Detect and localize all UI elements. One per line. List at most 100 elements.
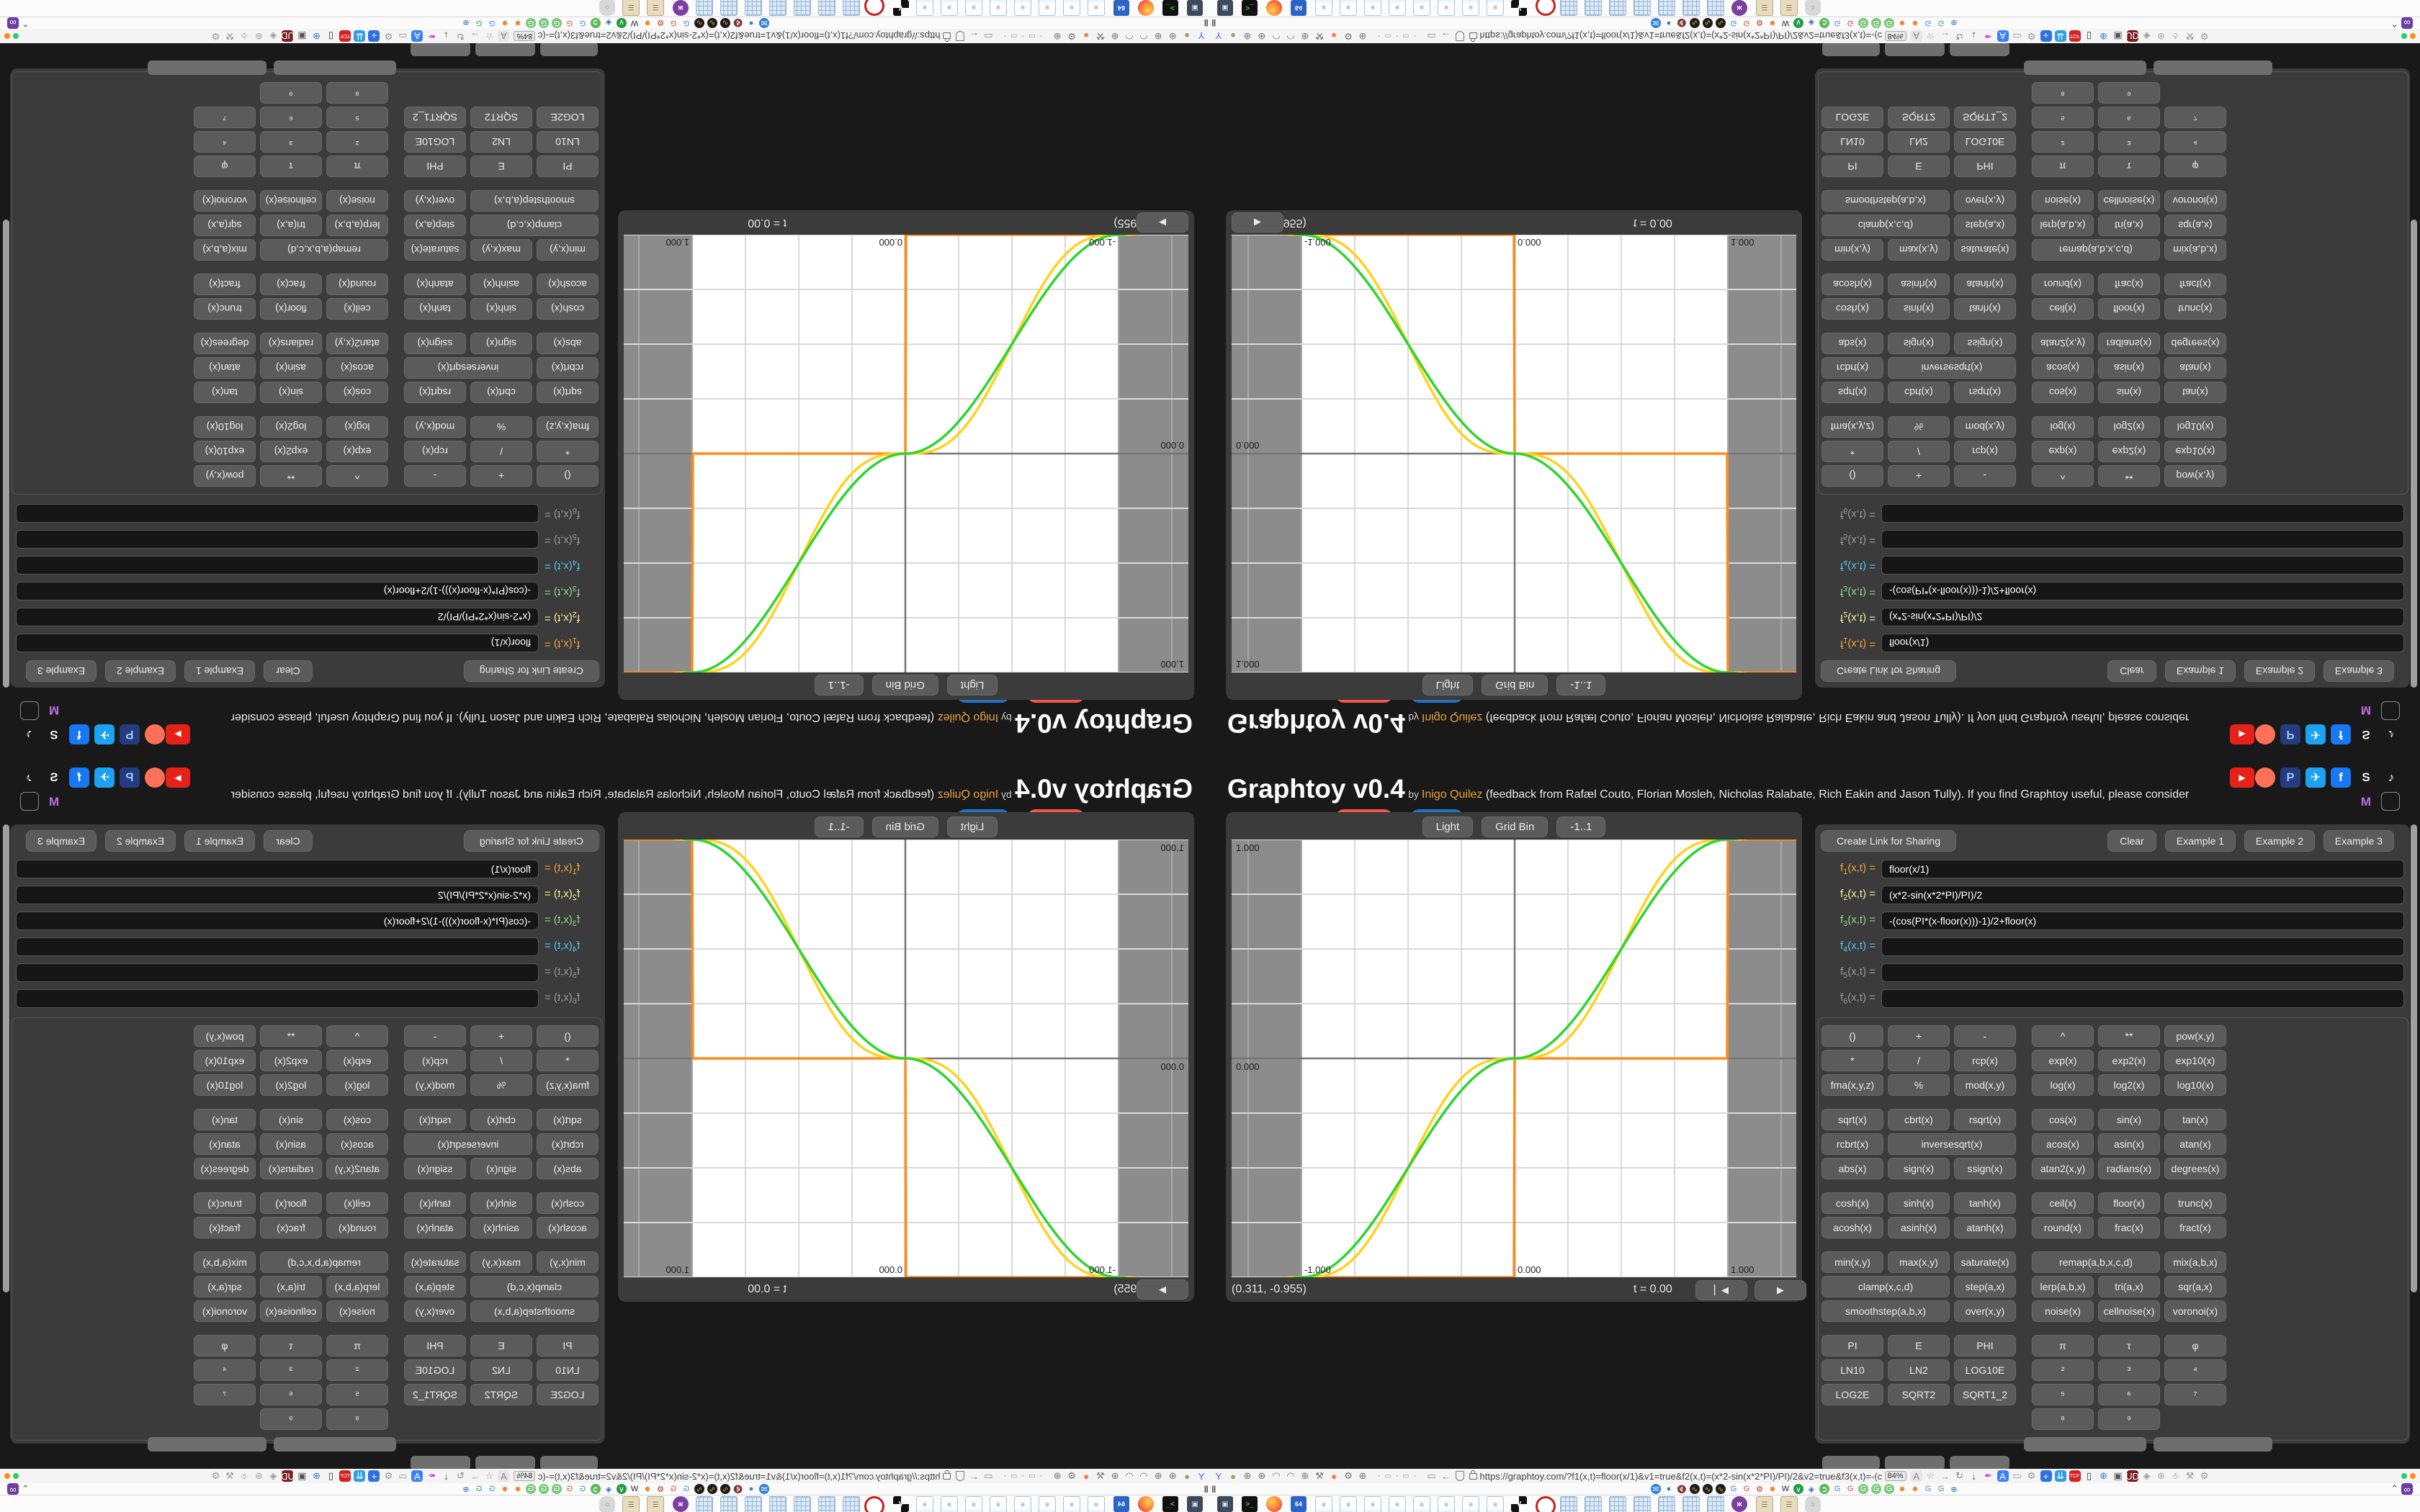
reload-icon[interactable]: ↻	[1955, 31, 1964, 42]
gear-orange-icon[interactable]: ✸	[501, 18, 508, 27]
reload-icon[interactable]: ↻	[456, 1470, 465, 1481]
fn-button--[interactable]: ⁸	[326, 1408, 388, 1430]
gear-gray-icon[interactable]: ⚙	[2027, 1470, 2036, 1481]
mail-blue-icon[interactable]: ✉	[1651, 18, 1661, 28]
formula-input-f6[interactable]	[1881, 504, 2404, 523]
fn-button-log2-x-[interactable]: log2(x)	[260, 1074, 322, 1096]
sync-blue-icon[interactable]: ⇊	[354, 1470, 366, 1482]
formula-input-f4[interactable]	[1881, 937, 2404, 956]
fn-button--[interactable]: ⁶	[260, 1384, 322, 1405]
archive-box-icon[interactable]: ▣	[297, 31, 307, 42]
taskbar-ghost-icon[interactable]: ⌂	[1805, 1496, 1821, 1512]
globe-icon[interactable]: ⊕	[1111, 1470, 1119, 1481]
fn-button-max-x-y-[interactable]: max(x,y)	[470, 239, 532, 261]
fn-button-fract-x-[interactable]: fract(x)	[2164, 1217, 2226, 1238]
taskbar-notepad-icon[interactable]: ≡	[1340, 1496, 1357, 1512]
back-arrow-icon[interactable]: ←	[969, 30, 979, 42]
patreon-icon[interactable]	[145, 724, 165, 744]
taskbar-calculator-icon[interactable]	[1585, 0, 1602, 16]
fn-button--[interactable]: ^	[2032, 465, 2094, 487]
taskbar-screens-icon[interactable]: ▣	[1217, 1496, 1233, 1512]
browser-tab[interactable]	[148, 60, 266, 75]
waveform-icon[interactable]: ∿	[1703, 1484, 1713, 1494]
download-icon[interactable]: ↓	[444, 30, 449, 42]
google-g-icon[interactable]: G	[579, 1485, 586, 1493]
fn-button-floor-x-[interactable]: floor(x)	[2098, 298, 2160, 320]
tab-indicator-icon[interactable]: ◦	[1039, 1472, 1042, 1480]
google-g-green-icon[interactable]: G	[1884, 1484, 1894, 1494]
taskbar-calculator-icon[interactable]	[1707, 1496, 1724, 1512]
fn-button--[interactable]: φ	[2164, 1335, 2226, 1356]
taskbar-calculator-icon[interactable]	[1658, 1496, 1675, 1512]
fn-button-rcbrt-x-[interactable]: rcbrt(x)	[1821, 357, 1883, 379]
taskbar-scroll-icon[interactable]: ☰	[1756, 0, 1773, 16]
fn-button--[interactable]: ²	[326, 1359, 388, 1381]
wrench-icon[interactable]: ⚒	[1096, 1470, 1105, 1481]
fn-button-e[interactable]: E	[1888, 156, 1950, 177]
fn-button-log-x-[interactable]: log(x)	[2032, 1074, 2094, 1096]
fn-button--[interactable]: ⁶	[2098, 107, 2160, 128]
fn-button-frac-x-[interactable]: frac(x)	[260, 1217, 322, 1238]
tcf-red-icon[interactable]: TCF	[339, 30, 351, 42]
fn-button-tanh-x-[interactable]: tanh(x)	[1954, 298, 2016, 320]
cube-blue-icon[interactable]: ◈	[605, 1485, 612, 1494]
shield-icon[interactable]	[1455, 1471, 1464, 1481]
taskbar-checkered-flag-icon[interactable]: V	[893, 0, 909, 16]
taskbar-notepad-icon[interactable]: ≡	[965, 1496, 982, 1512]
taskbar-screens-icon[interactable]: ▣	[1187, 0, 1203, 16]
fn-button-exp10-x-[interactable]: exp10(x)	[2164, 1050, 2226, 1071]
browser-tab[interactable]	[148, 1437, 266, 1452]
browser-tab[interactable]	[411, 1456, 470, 1470]
fn-button-smoothstep-a-b-x-[interactable]: smoothstep(a,b,x)	[470, 1300, 599, 1322]
fn-button-atanh-x-[interactable]: atanh(x)	[1954, 1217, 2016, 1238]
fn-button-cosh-x-[interactable]: cosh(x)	[1821, 1192, 1883, 1214]
fn-button-acos-x-[interactable]: acos(x)	[326, 1133, 388, 1155]
empty-box-icon[interactable]	[2381, 701, 2400, 720]
empty-box-icon[interactable]	[20, 792, 39, 811]
fn-button-sin-x-[interactable]: sin(x)	[260, 1109, 322, 1130]
gear-red-icon[interactable]: ⚙	[1756, 1485, 1763, 1494]
taskbar-calculator-icon[interactable]	[1609, 1496, 1626, 1512]
plot-canvas[interactable]: 1.000 0.000 -1.000 0.000 1.000	[1232, 234, 1796, 673]
google-g-icon[interactable]: G	[1937, 1485, 1945, 1493]
fn-button--[interactable]: ³	[260, 131, 322, 153]
formula-label-f2[interactable]: f2(x,t) =	[544, 610, 581, 624]
fn-button--[interactable]: ⁵	[326, 107, 388, 128]
fn-button-log-x-[interactable]: log(x)	[326, 416, 388, 438]
olive-circle-icon[interactable]: ●	[1230, 1470, 1236, 1482]
fn-button-asinh-x-[interactable]: asinh(x)	[470, 274, 532, 295]
taskbar-notepad-icon[interactable]: ≡	[990, 0, 1007, 16]
sun-orange-icon[interactable]: ✸	[644, 1485, 651, 1494]
author-link[interactable]: Inigo Quilez	[1421, 788, 1483, 801]
fn-button-rsqrt-x-[interactable]: rsqrt(x)	[404, 1109, 466, 1130]
wrench-icon[interactable]: ⚒	[1096, 31, 1105, 42]
archive-box-icon[interactable]: ▣	[2113, 1470, 2123, 1481]
shield-outline-icon[interactable]: ◈	[269, 1470, 277, 1481]
taskbar-screens-icon[interactable]: ▣	[1187, 1496, 1203, 1512]
formula-label-f3[interactable]: f3(x,t) =	[544, 584, 581, 598]
taskbar-calculator-icon[interactable]	[696, 1496, 713, 1512]
mail-blue-icon[interactable]: ✉	[759, 1484, 769, 1494]
formula-label-f3[interactable]: f3(x,t) =	[1839, 584, 1876, 598]
google-g-icon[interactable]: G	[488, 19, 496, 27]
bookmark-star-icon[interactable]: ☆	[1926, 1470, 1935, 1481]
fn-button-sign-x-[interactable]: sign(x)	[470, 1158, 532, 1179]
fn-button-radians-x-[interactable]: radians(x)	[260, 1158, 322, 1179]
browser-tab[interactable]	[475, 1456, 535, 1470]
gear-gray-icon[interactable]: ⚙	[384, 31, 393, 42]
fn-button-phi[interactable]: PHI	[1954, 1335, 2016, 1356]
fn-button--[interactable]: π	[2032, 1335, 2094, 1356]
theme-toggle-button[interactable]: Light	[1422, 675, 1474, 696]
arc-gesture-icon[interactable]: ◠	[1125, 31, 1134, 42]
wikipedia-icon[interactable]: W	[630, 1485, 639, 1493]
taskbar-terminal-icon[interactable]: >_	[1242, 0, 1258, 16]
formula-label-f2[interactable]: f2(x,t) =	[1839, 610, 1876, 624]
fn-button-voronoi-x-[interactable]: voronoi(x)	[194, 1300, 256, 1322]
fn-button-tri-a-x-[interactable]: tri(a,x)	[2098, 215, 2160, 236]
tiktok-icon[interactable]: ♪	[2388, 728, 2395, 742]
download-icon[interactable]: ↓	[1971, 30, 1976, 42]
overflow-caret[interactable]: ⌃	[2390, 1483, 2398, 1494]
formula-label-f1[interactable]: f1(x,t) =	[544, 862, 581, 876]
fn-button--[interactable]: /	[1888, 1050, 1950, 1071]
url-text[interactable]: https://graphtoy.com/?f1(x,t)=floor(x/1)…	[538, 30, 941, 42]
